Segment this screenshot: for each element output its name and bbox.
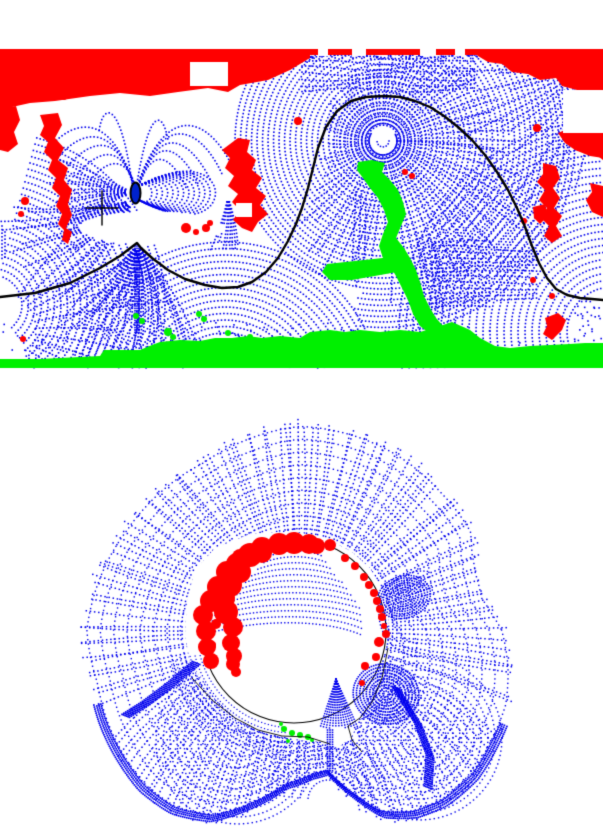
synoptic-map-canvas [0, 0, 603, 380]
field-line-3d-canvas [0, 380, 603, 837]
